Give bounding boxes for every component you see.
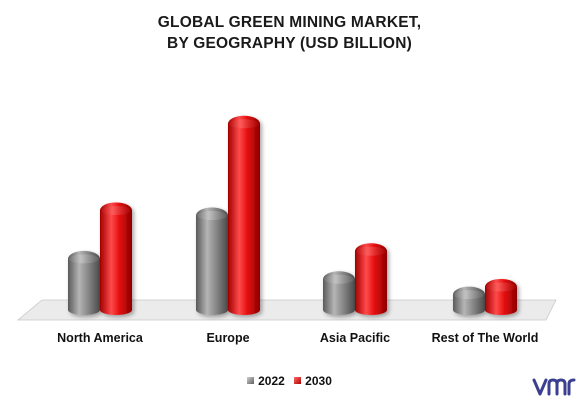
category-label-asia-pacific: Asia Pacific [320, 331, 390, 345]
chart-title-line-1: GLOBAL GREEN MINING MARKET, [157, 14, 422, 31]
bar-2022-asia-pacific [323, 271, 355, 315]
bar-2030-rest-of-the-world [485, 278, 517, 315]
category-label-rest-of-the-world: Rest of The World [432, 331, 539, 345]
vmr-logo [532, 378, 576, 396]
legend-item-2022: 2022 [247, 374, 285, 388]
legend-item-2030: 2030 [294, 374, 332, 388]
bar-2030-asia-pacific [355, 243, 387, 315]
category-labels: North America Europe Asia Pacific Rest of T… [57, 331, 538, 345]
chart-title: GLOBAL GREEN MINING MARKET, BY GEOGRAPHY… [0, 12, 579, 54]
legend: 2022 2030 [0, 373, 579, 388]
bar-2022-rest-of-the-world [453, 286, 485, 315]
category-label-north-america: North America [57, 331, 144, 345]
legend-label-2022: 2022 [258, 373, 285, 388]
bars-group [68, 115, 517, 315]
bar-2030-europe [228, 115, 260, 315]
chart-title-line-2: BY GEOGRAPHY (USD BILLION) [167, 35, 412, 52]
legend-label-2030: 2030 [305, 373, 332, 388]
bar-2022-north-america [68, 250, 100, 315]
bar-2030-north-america [100, 202, 132, 315]
category-label-europe: Europe [206, 331, 249, 345]
legend-swatch-2022 [247, 377, 255, 384]
legend-swatch-2030 [294, 377, 302, 384]
bar-2022-europe [196, 207, 228, 315]
